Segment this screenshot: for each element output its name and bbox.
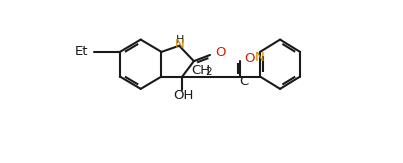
Text: O: O [244, 52, 254, 65]
Text: 2: 2 [205, 67, 212, 77]
Text: O: O [215, 46, 226, 59]
Text: N: N [254, 51, 264, 64]
Text: Et: Et [75, 45, 88, 58]
Text: OH: OH [173, 89, 193, 102]
Text: N: N [175, 38, 185, 52]
Text: C: C [239, 75, 249, 88]
Text: H: H [176, 35, 184, 45]
Text: CH: CH [191, 64, 210, 77]
